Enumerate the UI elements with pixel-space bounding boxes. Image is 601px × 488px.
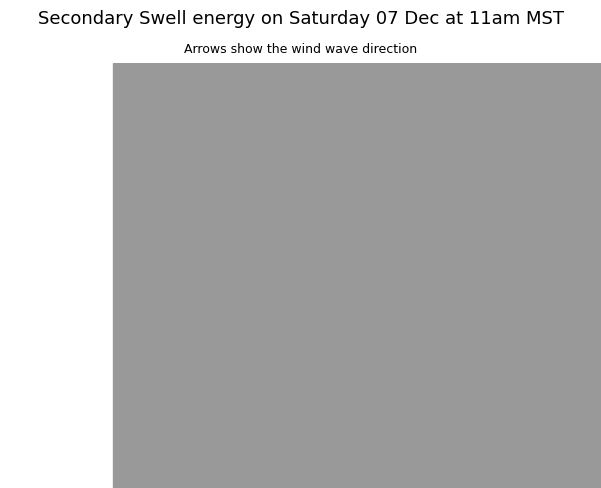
Text: Secondary Swell energy on Saturday 07 Dec at 11am MST: Secondary Swell energy on Saturday 07 De… xyxy=(37,10,564,28)
Bar xyxy=(113,63,601,488)
Text: Arrows show the wind wave direction: Arrows show the wind wave direction xyxy=(184,43,417,56)
